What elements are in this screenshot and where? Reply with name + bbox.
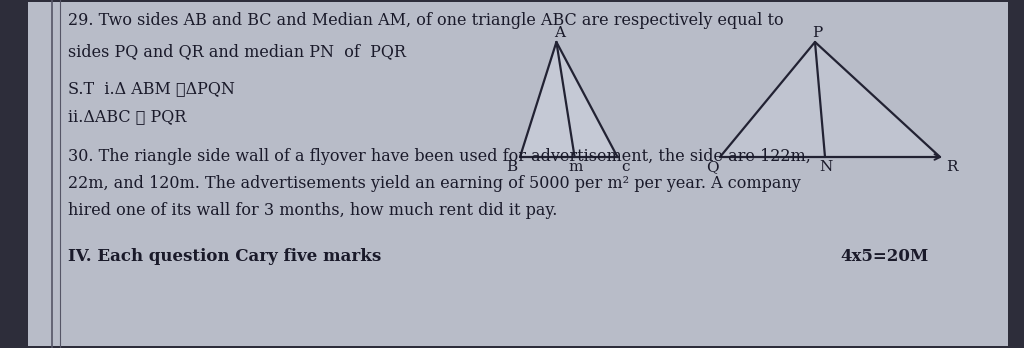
Text: S.T  i.Δ ABM ≅ΔPQN: S.T i.Δ ABM ≅ΔPQN	[68, 80, 234, 97]
Text: 22m, and 120m. The advertisements yield an earning of 5000 per m² per year. A co: 22m, and 120m. The advertisements yield …	[68, 175, 801, 192]
Text: m: m	[568, 160, 583, 174]
Text: B: B	[507, 160, 517, 174]
Text: sides PQ and QR and median PN  of  PQR: sides PQ and QR and median PN of PQR	[68, 43, 406, 60]
Text: N: N	[819, 160, 833, 174]
Text: R: R	[946, 160, 957, 174]
Text: 29. Two sides AB and BC and Median AM, of one triangle ABC are respectively equa: 29. Two sides AB and BC and Median AM, o…	[68, 12, 783, 29]
Text: P: P	[812, 26, 822, 40]
Text: hired one of its wall for 3 months, how much rent did it pay.: hired one of its wall for 3 months, how …	[68, 202, 557, 219]
FancyBboxPatch shape	[28, 2, 1008, 346]
Text: A: A	[554, 26, 565, 40]
Text: 4x5=20M: 4x5=20M	[840, 248, 928, 265]
Text: ii.ΔABC ≅ PQR: ii.ΔABC ≅ PQR	[68, 108, 186, 125]
Polygon shape	[720, 42, 940, 157]
Text: 30. The riangle side wall of a flyover have been used for advertisement, the sid: 30. The riangle side wall of a flyover h…	[68, 148, 811, 165]
Text: c: c	[622, 160, 630, 174]
Text: IV. Each question Cary five marks: IV. Each question Cary five marks	[68, 248, 381, 265]
Text: Q: Q	[706, 160, 718, 174]
Polygon shape	[520, 42, 617, 157]
